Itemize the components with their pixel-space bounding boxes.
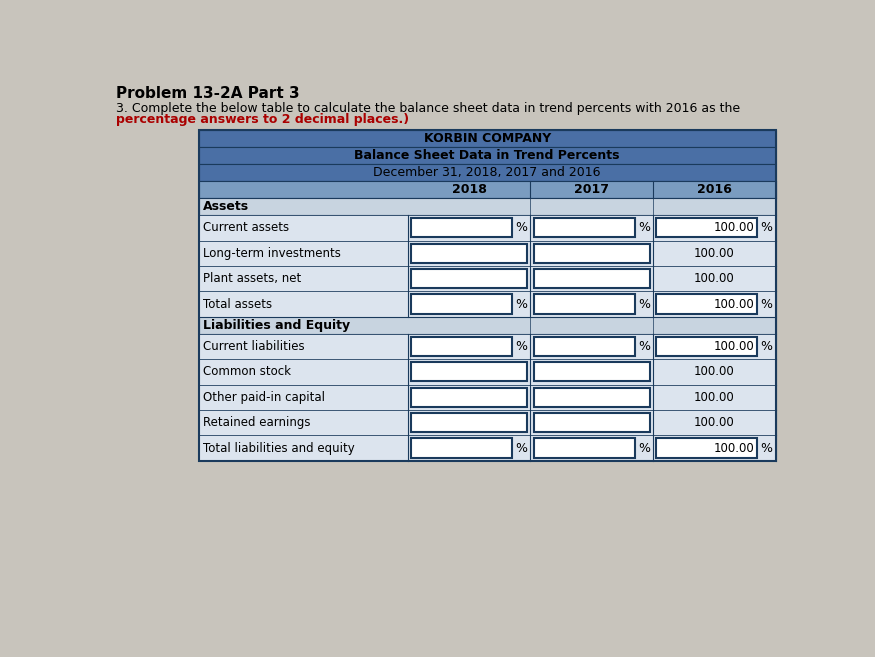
Text: Retained earnings: Retained earnings — [203, 416, 311, 429]
Bar — [199, 131, 776, 147]
Text: Current assets: Current assets — [203, 221, 290, 235]
Bar — [199, 131, 776, 461]
Bar — [534, 388, 650, 407]
Text: 100.00: 100.00 — [694, 416, 735, 429]
Text: 3. Complete the below table to calculate the balance sheet data in trend percent: 3. Complete the below table to calculate… — [116, 102, 739, 116]
Text: 100.00: 100.00 — [694, 365, 735, 378]
Text: 100.00: 100.00 — [713, 298, 754, 311]
Text: Plant assets, net: Plant assets, net — [203, 272, 301, 285]
Bar — [534, 413, 650, 432]
Text: December 31, 2018, 2017 and 2016: December 31, 2018, 2017 and 2016 — [374, 166, 601, 179]
Text: 100.00: 100.00 — [713, 442, 754, 455]
Bar — [199, 266, 776, 291]
Text: %: % — [638, 442, 650, 455]
Text: %: % — [760, 221, 773, 235]
Bar — [199, 384, 776, 410]
Bar — [656, 218, 757, 237]
Bar — [411, 244, 528, 263]
Text: Long-term investments: Long-term investments — [203, 247, 341, 260]
Text: 2017: 2017 — [574, 183, 609, 196]
Text: Common stock: Common stock — [203, 365, 291, 378]
Text: 2016: 2016 — [697, 183, 732, 196]
Text: %: % — [638, 221, 650, 235]
Text: %: % — [638, 340, 650, 353]
Bar — [411, 337, 512, 356]
Text: Current liabilities: Current liabilities — [203, 340, 304, 353]
Bar — [534, 218, 634, 237]
Bar — [411, 413, 528, 432]
Bar — [534, 294, 634, 313]
Text: %: % — [760, 298, 773, 311]
Bar — [534, 269, 650, 288]
Bar — [199, 359, 776, 384]
Text: Balance Sheet Data in Trend Percents: Balance Sheet Data in Trend Percents — [354, 149, 620, 162]
Text: Other paid-in capital: Other paid-in capital — [203, 391, 326, 404]
Bar — [411, 362, 528, 382]
Text: %: % — [515, 442, 527, 455]
Bar — [411, 294, 512, 313]
Bar — [199, 334, 776, 359]
Text: Liabilities and Equity: Liabilities and Equity — [203, 319, 350, 332]
Bar — [534, 438, 634, 458]
Text: %: % — [515, 221, 527, 235]
Bar — [656, 438, 757, 458]
Text: percentage answers to 2 decimal places.): percentage answers to 2 decimal places.) — [116, 113, 409, 126]
Bar — [199, 291, 776, 317]
Bar — [199, 317, 776, 334]
Text: 100.00: 100.00 — [694, 272, 735, 285]
Bar — [411, 438, 512, 458]
Bar — [199, 164, 776, 181]
Bar — [199, 240, 776, 266]
Text: %: % — [515, 340, 527, 353]
Text: 2018: 2018 — [452, 183, 486, 196]
Text: %: % — [638, 298, 650, 311]
Text: Total assets: Total assets — [203, 298, 272, 311]
Bar — [199, 198, 776, 215]
Text: 100.00: 100.00 — [694, 391, 735, 404]
Text: 100.00: 100.00 — [694, 247, 735, 260]
Text: Assets: Assets — [203, 200, 249, 213]
Bar — [411, 388, 528, 407]
Bar — [199, 410, 776, 436]
Bar — [534, 362, 650, 382]
Bar — [199, 147, 776, 164]
Bar — [199, 436, 776, 461]
Text: 100.00: 100.00 — [713, 221, 754, 235]
Bar — [411, 218, 512, 237]
Bar — [199, 215, 776, 240]
Text: KORBIN COMPANY: KORBIN COMPANY — [424, 133, 551, 145]
Bar — [199, 181, 776, 198]
Text: 100.00: 100.00 — [713, 340, 754, 353]
Text: Total liabilities and equity: Total liabilities and equity — [203, 442, 355, 455]
Text: %: % — [760, 442, 773, 455]
Bar — [411, 269, 528, 288]
Bar — [534, 337, 634, 356]
Text: %: % — [515, 298, 527, 311]
Bar — [656, 337, 757, 356]
Bar — [534, 244, 650, 263]
Text: Problem 13-2A Part 3: Problem 13-2A Part 3 — [116, 86, 299, 101]
Text: %: % — [760, 340, 773, 353]
Bar — [656, 294, 757, 313]
